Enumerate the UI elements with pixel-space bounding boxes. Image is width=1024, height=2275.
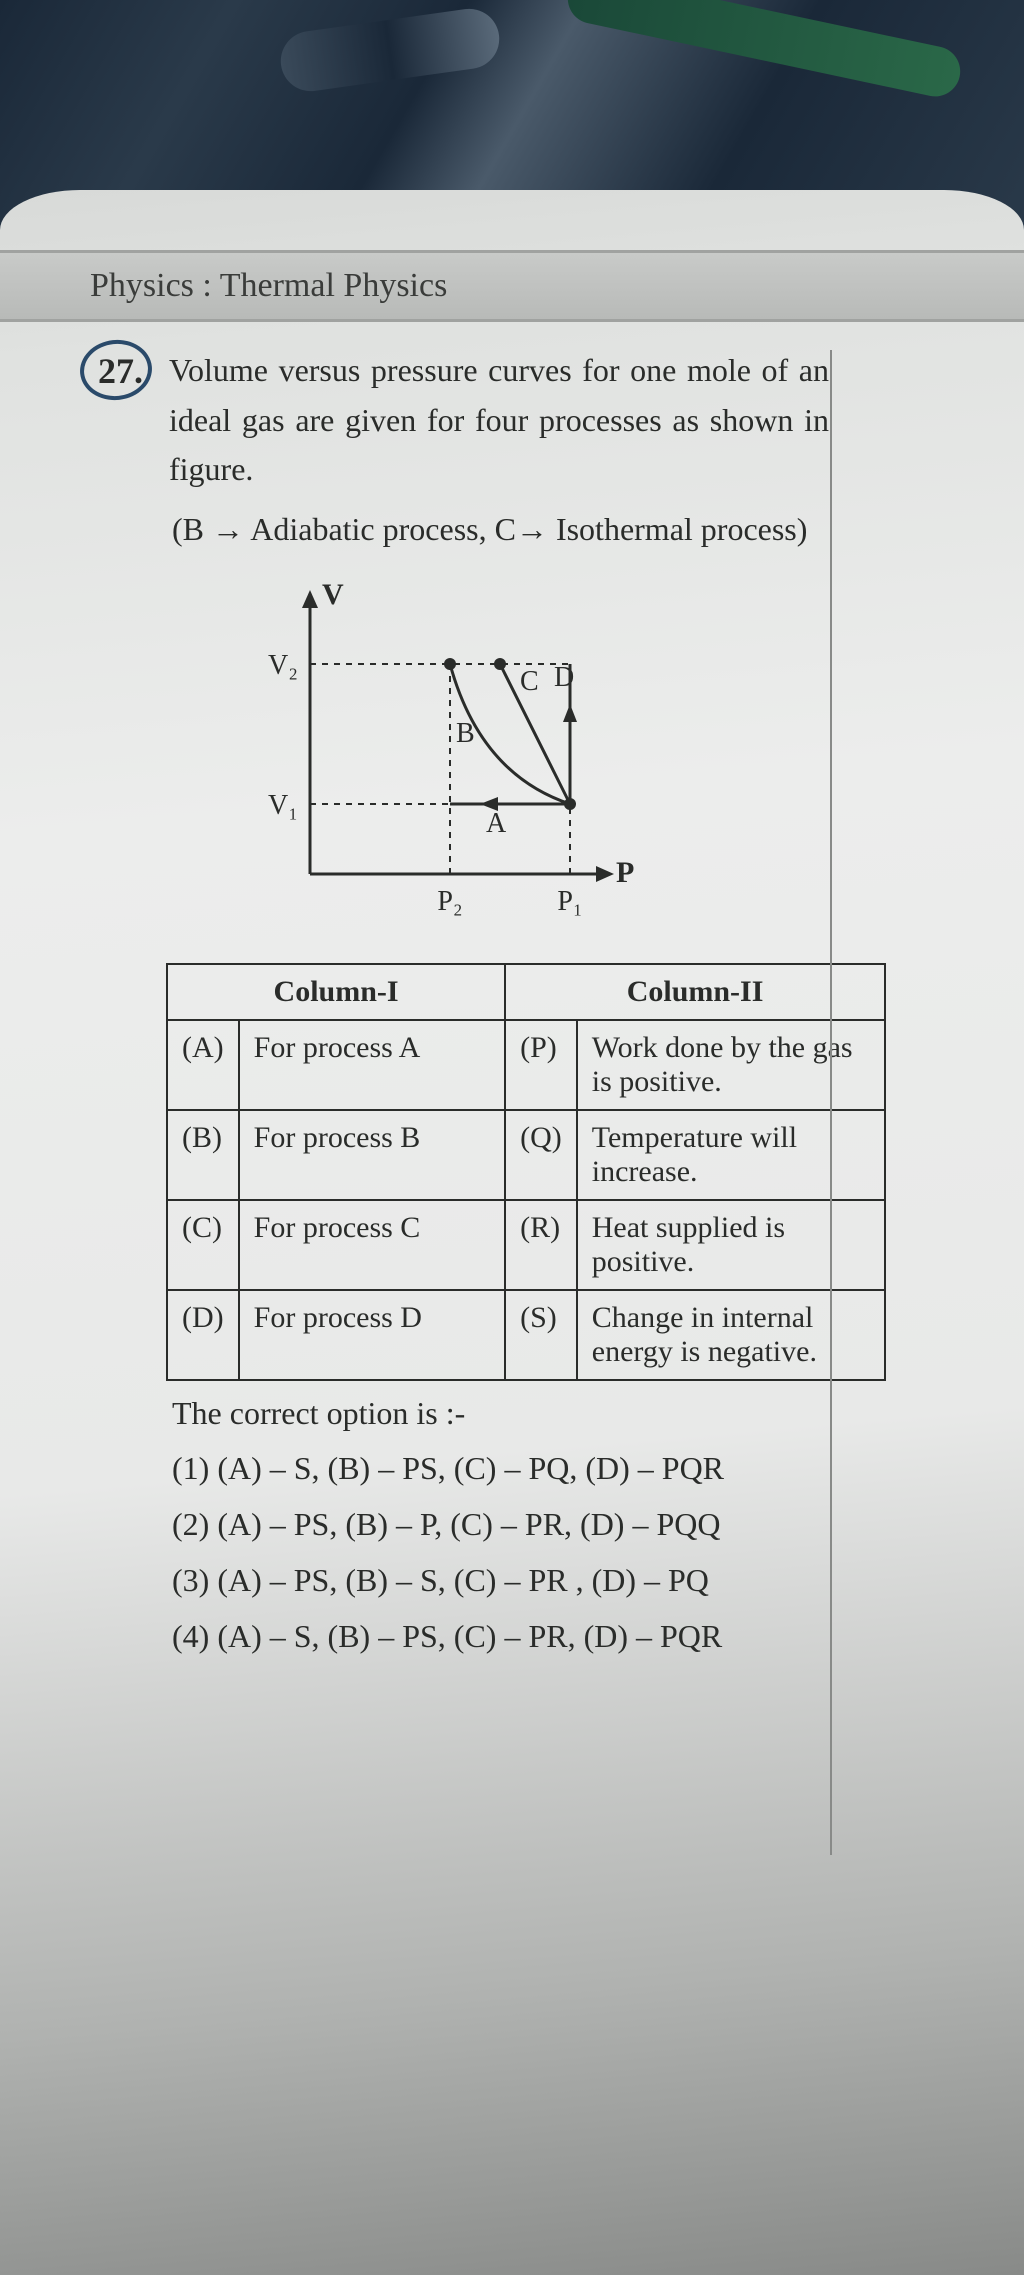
answer-options: (1) (A) – S, (B) – PS, (C) – PQ, (D) – P…: [172, 1440, 974, 1664]
table-cell: (Q): [505, 1110, 577, 1200]
svg-text:A: A: [486, 808, 507, 839]
table-row: (C)For process C(R)Heat supplied is posi…: [167, 1200, 885, 1290]
table-cell: For process C: [239, 1200, 505, 1290]
question-row: 27. Volume versus pressure curves for on…: [90, 346, 974, 495]
table-header-row: Column-I Column-II: [167, 964, 885, 1020]
answer-option: (1) (A) – S, (B) – PS, (C) – PQ, (D) – P…: [172, 1440, 974, 1496]
answer-lead: The correct option is :-: [172, 1395, 974, 1432]
table-cell: For process D: [239, 1290, 505, 1380]
match-table: Column-I Column-II (A)For process A(P)Wo…: [166, 963, 886, 1381]
table-row: (B)For process B(Q)Temperature will incr…: [167, 1110, 885, 1200]
table-cell: (S): [505, 1290, 577, 1380]
svg-text:D: D: [554, 662, 574, 693]
col2-header: Column-II: [505, 964, 885, 1020]
svg-text:P₁: P₁: [557, 886, 582, 917]
chapter-header-bar: Physics : Thermal Physics: [0, 250, 1024, 322]
table-cell: For process B: [239, 1110, 505, 1200]
book-page: Physics : Thermal Physics 27. Volume ver…: [0, 190, 1024, 2275]
svg-text:V₁: V₁: [268, 790, 298, 821]
table-cell: Change in internal energy is negative.: [577, 1290, 885, 1380]
table-row: (D)For process D(S)Change in internal en…: [167, 1290, 885, 1380]
chapter-title: Physics : Thermal Physics: [90, 267, 974, 305]
table-cell: Temperature will increase.: [577, 1110, 885, 1200]
table-cell: For process A: [239, 1020, 505, 1110]
svg-text:B: B: [456, 718, 475, 749]
table-cell: (D): [167, 1290, 239, 1380]
answer-option: (2) (A) – PS, (B) – P, (C) – PR, (D) – P…: [172, 1496, 974, 1552]
table-cell: Work done by the gas is positive.: [577, 1020, 885, 1110]
question-subtext: (B → Adiabatic process, C→ Isothermal pr…: [172, 505, 832, 555]
svg-text:P₂: P₂: [437, 886, 462, 917]
vp-diagram-svg: V P V₁ V₂ P₂ P₁ A B CD: [230, 574, 650, 934]
svg-text:V₂: V₂: [268, 650, 298, 681]
question-number-wrap: 27.: [90, 346, 151, 396]
svg-text:P: P: [616, 856, 634, 889]
page-column-divider: [830, 350, 832, 1855]
answer-option: (4) (A) – S, (B) – PS, (C) – PR, (D) – P…: [172, 1608, 974, 1664]
table-cell: (P): [505, 1020, 577, 1110]
question-stem: Volume versus pressure curves for one mo…: [169, 346, 829, 495]
svg-text:V: V: [322, 578, 344, 611]
table-cell: (A): [167, 1020, 239, 1110]
table-cell: (R): [505, 1200, 577, 1290]
table-cell: (B): [167, 1110, 239, 1200]
answer-option: (3) (A) – PS, (B) – S, (C) – PR , (D) – …: [172, 1552, 974, 1608]
table-cell: Heat supplied is positive.: [577, 1200, 885, 1290]
col1-header: Column-I: [167, 964, 505, 1020]
svg-text:C: C: [520, 666, 539, 697]
table-cell: (C): [167, 1200, 239, 1290]
table-row: (A)For process A(P)Work done by the gas …: [167, 1020, 885, 1110]
vp-diagram: V P V₁ V₂ P₂ P₁ A B CD: [230, 574, 974, 939]
